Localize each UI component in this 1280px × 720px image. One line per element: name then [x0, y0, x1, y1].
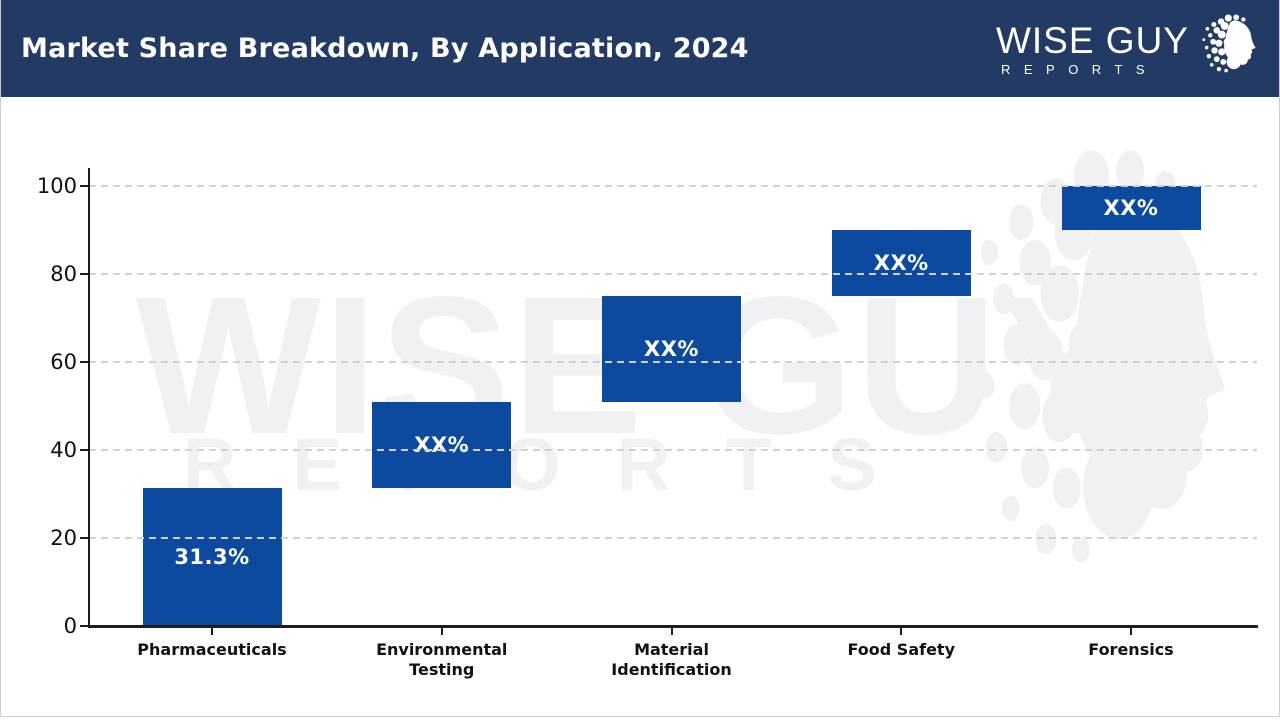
bar-value-label: 31.3% [174, 545, 250, 570]
x-axis-category-label: Pharmaceuticals [137, 640, 287, 659]
x-axis-tick [1130, 628, 1132, 635]
header-bar: Market Share Breakdown, By Application, … [1, 0, 1279, 97]
gridline-80 [89, 273, 1257, 275]
y-axis-tick-label: 80 [50, 262, 77, 286]
gridline-40 [89, 449, 1257, 451]
bar-food-safety: XX% [831, 230, 971, 296]
bar-value-label: XX% [1103, 196, 1159, 220]
x-axis-line [88, 625, 1258, 628]
gridline-60 [89, 361, 1257, 363]
bar-environmental-testing: XX% [372, 401, 512, 489]
logo-text: WISE GUY REPORTS [996, 22, 1189, 76]
logo-title: WISE GUY [995, 19, 1189, 61]
logo-subtitle: REPORTS [1000, 61, 1159, 77]
y-axis-tick [80, 361, 89, 363]
y-axis-tick-label: 100 [36, 174, 77, 198]
bar-forensics: XX% [1061, 186, 1201, 230]
x-axis-category-label: Material Identification [611, 640, 732, 679]
bar-pharmaceuticals: 31.3% [142, 488, 282, 626]
y-axis-tick [80, 449, 89, 451]
x-axis-category-label: Food Safety [847, 640, 956, 659]
y-axis-tick [80, 625, 89, 627]
x-axis-tick [440, 628, 443, 635]
y-axis-tick-label: 20 [50, 526, 77, 550]
gridline-20 [89, 537, 1257, 539]
x-axis-tick [900, 628, 903, 635]
bar-value-label: XX% [414, 432, 470, 457]
x-axis-category-label: Environmental Testing [376, 640, 508, 679]
gridline-100 [89, 185, 1257, 187]
x-axis-category-label: Forensics [1088, 640, 1174, 659]
x-axis-tick [211, 628, 213, 635]
page-title: Market Share Breakdown, By Application, … [21, 33, 749, 64]
y-axis-tick-label: 40 [50, 438, 77, 462]
y-axis-tick [80, 537, 89, 539]
y-axis-tick [80, 185, 89, 187]
wise-guy-logo: WISE GUY REPORTS [996, 9, 1265, 89]
bar-value-label: XX% [644, 336, 699, 361]
y-axis-line [88, 168, 90, 628]
y-axis-tick-label: 60 [50, 350, 77, 374]
y-axis-tick [80, 273, 89, 275]
y-axis-tick-label: 0 [63, 614, 77, 638]
bar-value-label: XX% [873, 251, 929, 275]
bar-material-identification: XX% [602, 296, 741, 402]
x-axis-tick [670, 628, 673, 635]
